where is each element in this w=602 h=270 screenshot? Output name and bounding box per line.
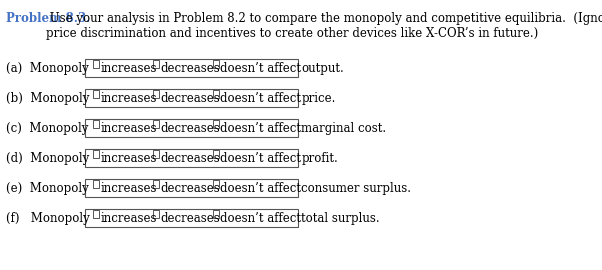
Text: increases: increases bbox=[101, 92, 157, 105]
Text: doesn’t affect: doesn’t affect bbox=[220, 62, 301, 75]
FancyBboxPatch shape bbox=[213, 150, 219, 158]
FancyBboxPatch shape bbox=[153, 90, 159, 98]
Text: Problem 8.3.: Problem 8.3. bbox=[6, 12, 90, 25]
Text: decreases: decreases bbox=[160, 212, 220, 225]
Text: total surplus.: total surplus. bbox=[302, 212, 380, 225]
Text: (c)  Monopoly: (c) Monopoly bbox=[6, 122, 88, 135]
Text: increases: increases bbox=[101, 212, 157, 225]
Text: decreases: decreases bbox=[160, 92, 220, 105]
Text: increases: increases bbox=[101, 182, 157, 195]
Text: (e)  Monopoly: (e) Monopoly bbox=[6, 182, 88, 195]
FancyBboxPatch shape bbox=[85, 119, 299, 137]
Text: doesn’t affect: doesn’t affect bbox=[220, 122, 301, 135]
FancyBboxPatch shape bbox=[213, 90, 219, 98]
FancyBboxPatch shape bbox=[85, 209, 299, 227]
Text: profit.: profit. bbox=[302, 152, 338, 165]
Text: decreases: decreases bbox=[160, 122, 220, 135]
Text: increases: increases bbox=[101, 152, 157, 165]
Text: increases: increases bbox=[101, 62, 157, 75]
FancyBboxPatch shape bbox=[93, 120, 99, 128]
Text: doesn’t affect: doesn’t affect bbox=[220, 152, 301, 165]
Text: doesn’t affect: doesn’t affect bbox=[220, 212, 301, 225]
Text: (b)  Monopoly: (b) Monopoly bbox=[6, 92, 89, 105]
Text: doesn’t affect: doesn’t affect bbox=[220, 92, 301, 105]
FancyBboxPatch shape bbox=[153, 180, 159, 188]
Text: price.: price. bbox=[302, 92, 336, 105]
Text: decreases: decreases bbox=[160, 182, 220, 195]
Text: Use your analysis in Problem 8.2 to compare the monopoly and competitive equilib: Use your analysis in Problem 8.2 to comp… bbox=[46, 12, 602, 40]
FancyBboxPatch shape bbox=[85, 89, 299, 107]
FancyBboxPatch shape bbox=[153, 120, 159, 128]
FancyBboxPatch shape bbox=[213, 210, 219, 218]
FancyBboxPatch shape bbox=[85, 59, 299, 77]
Text: (f)   Monopoly: (f) Monopoly bbox=[6, 212, 90, 225]
Text: output.: output. bbox=[302, 62, 344, 75]
FancyBboxPatch shape bbox=[93, 180, 99, 188]
FancyBboxPatch shape bbox=[85, 179, 299, 197]
FancyBboxPatch shape bbox=[153, 210, 159, 218]
Text: marginal cost.: marginal cost. bbox=[302, 122, 386, 135]
FancyBboxPatch shape bbox=[93, 60, 99, 68]
FancyBboxPatch shape bbox=[93, 90, 99, 98]
Text: (d)  Monopoly: (d) Monopoly bbox=[6, 152, 89, 165]
Text: increases: increases bbox=[101, 122, 157, 135]
FancyBboxPatch shape bbox=[93, 210, 99, 218]
FancyBboxPatch shape bbox=[153, 150, 159, 158]
Text: consumer surplus.: consumer surplus. bbox=[302, 182, 411, 195]
Text: decreases: decreases bbox=[160, 62, 220, 75]
Text: (a)  Monopoly: (a) Monopoly bbox=[6, 62, 88, 75]
Text: doesn’t affect: doesn’t affect bbox=[220, 182, 301, 195]
FancyBboxPatch shape bbox=[213, 180, 219, 188]
Text: decreases: decreases bbox=[160, 152, 220, 165]
FancyBboxPatch shape bbox=[153, 60, 159, 68]
FancyBboxPatch shape bbox=[93, 150, 99, 158]
FancyBboxPatch shape bbox=[213, 60, 219, 68]
FancyBboxPatch shape bbox=[85, 149, 299, 167]
FancyBboxPatch shape bbox=[213, 120, 219, 128]
